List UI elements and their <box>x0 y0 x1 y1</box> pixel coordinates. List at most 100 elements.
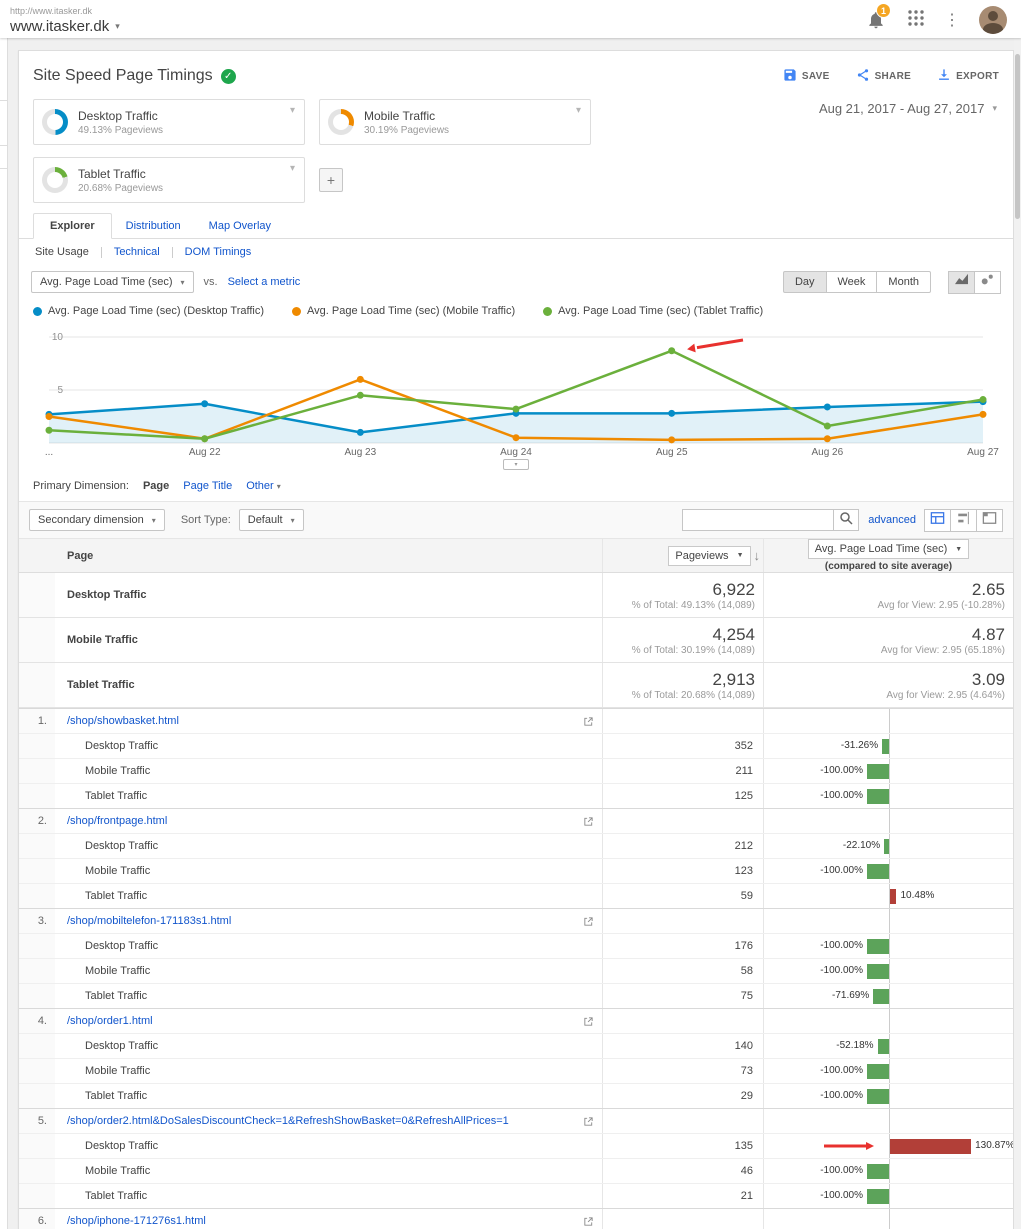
page-link[interactable]: /shop/iphone-171276s1.html <box>67 1215 206 1227</box>
kebab-menu-icon[interactable]: ⋮ <box>944 12 960 29</box>
line-chart-view-button[interactable] <box>948 270 975 294</box>
comparison-bar <box>867 789 889 804</box>
page-link[interactable]: /shop/frontpage.html <box>67 815 168 827</box>
pageviews-column-selector[interactable]: Pageviews ▼ <box>668 545 751 566</box>
pivot-view-button[interactable] <box>976 508 1003 532</box>
vertical-scrollbar[interactable] <box>1014 38 1021 1229</box>
table-view-button[interactable] <box>924 508 951 532</box>
column-header-page[interactable]: Page <box>55 539 603 572</box>
svg-text:Aug 24: Aug 24 <box>500 447 532 458</box>
subtab-site-usage[interactable]: Site Usage <box>35 246 89 258</box>
chevron-down-icon[interactable]: ▾ <box>575 105 581 116</box>
pageviews-value: 211 <box>603 759 764 783</box>
chevron-down-icon: ▾ <box>276 482 281 491</box>
comparison-percent: 130.87% <box>975 1140 1013 1151</box>
external-link-icon[interactable] <box>583 1216 602 1227</box>
search-icon <box>839 511 853 530</box>
subtab-dom-timings[interactable]: DOM Timings <box>184 246 252 258</box>
dimension-page[interactable]: Page <box>142 480 170 492</box>
verified-check-icon: ✓ <box>220 68 236 84</box>
external-link-icon[interactable] <box>583 1016 602 1027</box>
summary-row: Mobile Traffic 4,254% of Total: 30.19% (1… <box>19 618 1013 663</box>
segment-name: Desktop Traffic <box>55 1134 603 1158</box>
account-switcher[interactable]: http://www.itasker.dk www.itasker.dk ▾ <box>10 6 120 35</box>
save-button[interactable]: SAVE <box>783 68 830 85</box>
load-time-column-selector[interactable]: Avg. Page Load Time (sec) ▼ <box>807 539 970 559</box>
row-number: 1. <box>19 709 55 733</box>
segment-name: Desktop Traffic <box>78 108 158 123</box>
sort-type-dropdown[interactable]: Default ▾ <box>238 509 304 531</box>
segment-row: Desktop Traffic 176 -100.00% <box>19 933 1013 958</box>
granularity-day[interactable]: Day <box>782 271 827 293</box>
bar-axis-line <box>889 859 890 883</box>
dimension-other[interactable]: Other ▾ <box>246 480 281 492</box>
avatar[interactable] <box>979 6 1007 34</box>
comparison-bar <box>867 764 889 779</box>
page-link[interactable]: /shop/order1.html <box>67 1015 153 1027</box>
granularity-month[interactable]: Month <box>876 271 931 293</box>
external-link-icon[interactable] <box>583 716 602 727</box>
metric-dropdown[interactable]: Avg. Page Load Time (sec) ▾ <box>31 271 194 293</box>
sort-descending-icon[interactable]: ↓ <box>753 548 761 563</box>
segment-card-desktop[interactable]: Desktop Traffic 49.13% Pageviews ▾ <box>33 99 305 145</box>
row-number-cell <box>19 859 55 883</box>
bar-axis-line <box>889 809 890 833</box>
page-cell: /shop/frontpage.html <box>55 809 603 833</box>
page-link[interactable]: /shop/mobiltelefon-171183s1.html <box>67 915 232 927</box>
legend-label: Avg. Page Load Time (sec) (Mobile Traffi… <box>307 305 516 317</box>
account-name: www.itasker.dk <box>10 17 110 35</box>
search-button[interactable] <box>833 509 860 531</box>
chevron-down-icon[interactable]: ▾ <box>289 105 295 116</box>
segment-card-tablet[interactable]: Tablet Traffic 20.68% Pageviews ▾ <box>33 157 305 203</box>
tab-map-overlay[interactable]: Map Overlay <box>208 220 272 232</box>
segment-donut-chart <box>42 109 68 135</box>
advanced-filter-link[interactable]: advanced <box>868 514 916 526</box>
bar-axis-line <box>889 1209 890 1229</box>
subtab-technical[interactable]: Technical <box>113 246 160 258</box>
export-button[interactable]: EXPORT <box>937 68 999 85</box>
dimension-page-title[interactable]: Page Title <box>183 480 233 492</box>
select-metric-link[interactable]: Select a metric <box>227 276 301 288</box>
tab-distribution[interactable]: Distribution <box>125 220 181 232</box>
comparison-bar <box>867 939 889 954</box>
segment-name: Tablet Traffic <box>55 1184 603 1208</box>
page-link[interactable]: /shop/order2.html&DoSalesDiscountCheck=1… <box>67 1115 509 1127</box>
segment-row: Desktop Traffic 352 -31.26% <box>19 733 1013 758</box>
date-range-picker[interactable]: Aug 21, 2017 - Aug 27, 2017 ▾ <box>818 101 997 116</box>
segment-donut-chart <box>328 109 354 135</box>
select-caret-icon: ▼ <box>955 545 963 553</box>
scrollbar-thumb[interactable] <box>1015 54 1020 219</box>
external-link-icon[interactable] <box>583 816 602 827</box>
row-number-cell <box>19 759 55 783</box>
add-segment-button[interactable]: + <box>319 168 343 192</box>
segment-row: Mobile Traffic 123 -100.00% <box>19 858 1013 883</box>
page-cell: /shop/order1.html <box>55 1009 603 1033</box>
bar-axis-line <box>889 759 890 783</box>
chart-canvas[interactable]: 5 10... Aug 22 Aug 23 Aug 24 Aug 25 Aug 26 Aug … <box>19 323 1013 471</box>
notifications-button[interactable]: 1 <box>866 3 891 31</box>
comparison-bar <box>867 1189 889 1204</box>
timeline-handle[interactable]: ▾ <box>503 459 529 470</box>
apps-grid-icon[interactable] <box>907 9 925 32</box>
table-search-input[interactable] <box>682 509 835 531</box>
timeseries-chart[interactable]: 5 10... Aug 22 Aug 23 Aug 24 Aug 25 Aug 26 Aug … <box>19 323 1013 471</box>
comparison-view-button[interactable] <box>950 508 977 532</box>
chevron-down-icon[interactable]: ▾ <box>289 163 295 174</box>
page-link[interactable]: /shop/showbasket.html <box>67 715 179 727</box>
external-link-icon[interactable] <box>583 1116 602 1127</box>
motion-chart-view-button[interactable] <box>974 270 1001 294</box>
comparison-percent: -100.00% <box>820 1065 863 1076</box>
comparison-bar <box>882 739 889 754</box>
secondary-dimension-button[interactable]: Secondary dimension ▾ <box>29 509 165 531</box>
primary-dimension-label: Primary Dimension: <box>33 480 129 492</box>
tab-explorer[interactable]: Explorer <box>33 213 112 239</box>
share-button[interactable]: SHARE <box>856 68 912 85</box>
load-time-value: 2.65 <box>971 579 1005 599</box>
segment-card-mobile[interactable]: Mobile Traffic 30.19% Pageviews ▾ <box>319 99 591 145</box>
bar-axis-line <box>889 1009 890 1033</box>
load-time-cell <box>764 1209 1013 1229</box>
granularity-week[interactable]: Week <box>825 271 878 293</box>
bar-axis-line <box>889 1109 890 1133</box>
external-link-icon[interactable] <box>583 916 602 927</box>
chart-legend: Avg. Page Load Time (sec) (Desktop Traff… <box>19 299 1013 323</box>
